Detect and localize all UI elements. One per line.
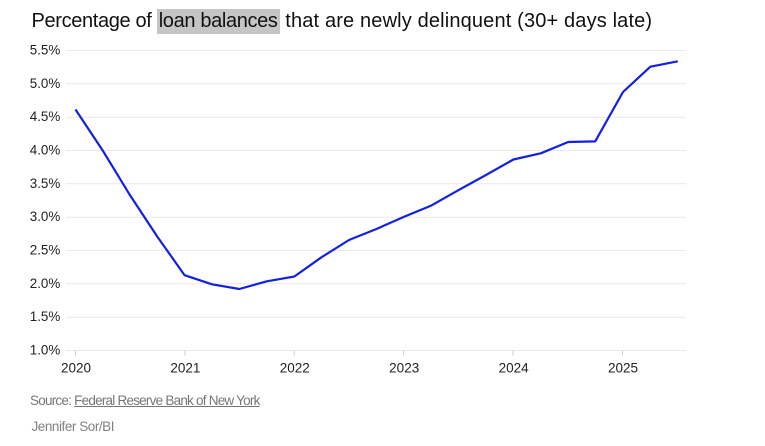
svg-text:2021: 2021 bbox=[170, 361, 200, 376]
svg-text:2025: 2025 bbox=[608, 361, 638, 376]
svg-text:1.5%: 1.5% bbox=[30, 309, 61, 324]
svg-text:4.5%: 4.5% bbox=[30, 109, 61, 124]
svg-text:3.0%: 3.0% bbox=[30, 209, 61, 224]
svg-text:4.0%: 4.0% bbox=[30, 143, 61, 158]
svg-text:2023: 2023 bbox=[389, 361, 419, 376]
svg-text:3.5%: 3.5% bbox=[30, 176, 61, 191]
svg-text:2022: 2022 bbox=[280, 361, 310, 376]
svg-text:5.5%: 5.5% bbox=[30, 43, 61, 58]
svg-text:2020: 2020 bbox=[61, 361, 91, 376]
svg-text:2.0%: 2.0% bbox=[30, 276, 61, 291]
svg-text:2024: 2024 bbox=[499, 361, 530, 376]
svg-text:1.0%: 1.0% bbox=[30, 343, 61, 358]
svg-text:5.0%: 5.0% bbox=[30, 76, 61, 91]
svg-text:2.5%: 2.5% bbox=[30, 243, 61, 258]
